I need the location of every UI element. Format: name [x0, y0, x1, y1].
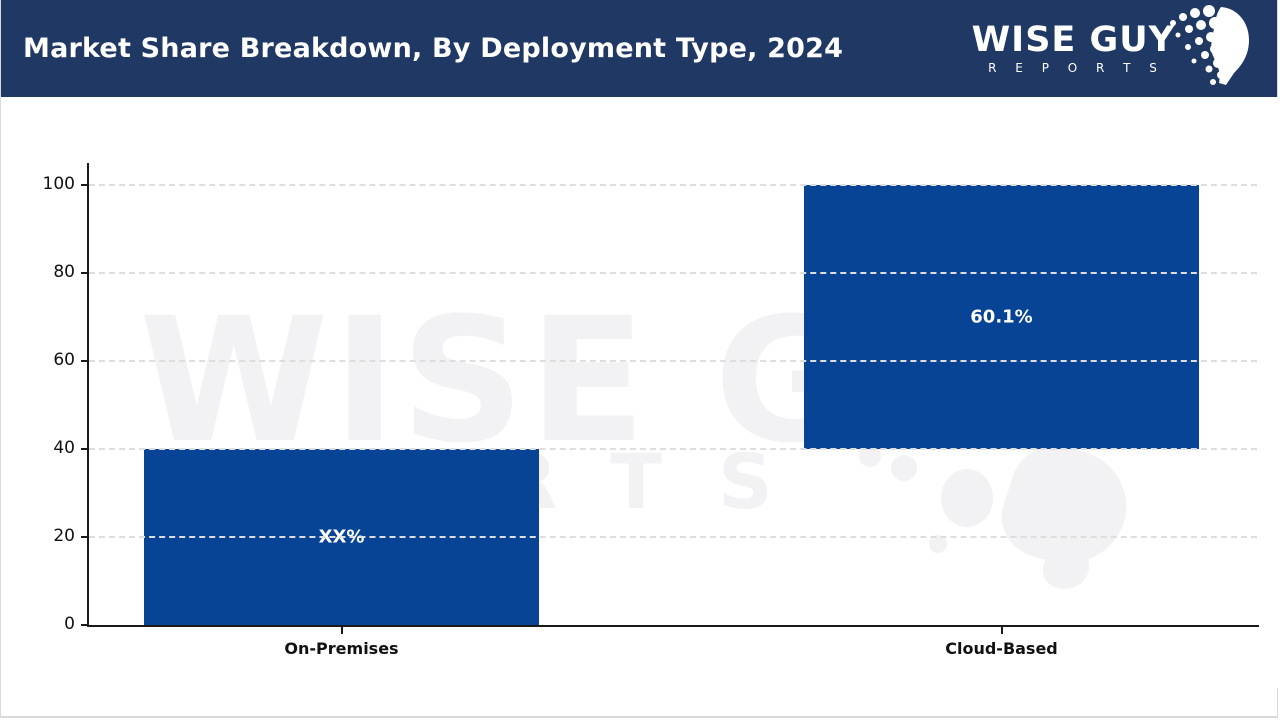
y-tick-label: 60	[53, 350, 75, 370]
header-bar: Market Share Breakdown, By Deployment Ty…	[1, 0, 1277, 97]
y-tick-mark	[81, 272, 88, 274]
x-category-label: On-Premises	[284, 639, 399, 658]
brand-name: WISE GUY	[971, 20, 1175, 60]
y-tick-label: 0	[64, 614, 75, 634]
watermark-dot	[929, 535, 947, 553]
watermark-dot	[891, 455, 917, 481]
watermark-dot	[941, 469, 993, 527]
y-tick-mark	[81, 624, 88, 626]
gridline-80	[89, 272, 1257, 274]
x-axis-line	[87, 625, 1259, 627]
y-tick-mark	[81, 360, 88, 362]
wise-guy-head-icon	[1163, 4, 1255, 93]
y-tick-label: 40	[53, 438, 75, 458]
gridline-100	[89, 184, 1257, 186]
gridline-60	[89, 360, 1257, 362]
watermark-subtext: RTS	[499, 437, 829, 526]
y-tick-mark	[81, 184, 88, 186]
chart-area: WISE GUY RTS XX% 60.1% 0 20 40 60 80 100 On-Pre…	[1, 97, 1280, 688]
gridline-20	[89, 536, 1257, 538]
y-axis-line	[87, 163, 89, 627]
watermark-dot	[859, 445, 881, 467]
brand-logo-text: WISE GUY R E P O R T S	[971, 20, 1175, 75]
x-tick-mark	[1000, 627, 1003, 634]
y-tick-label: 20	[53, 526, 75, 546]
chart-title: Market Share Breakdown, By Deployment Ty…	[23, 33, 844, 64]
gridline-40	[89, 448, 1257, 450]
bar-value-label: 60.1%	[970, 306, 1033, 328]
brand-subtitle: R E P O R T S	[988, 61, 1165, 75]
watermark-blob	[1043, 549, 1089, 589]
x-tick-mark	[340, 627, 343, 634]
y-tick-mark	[81, 448, 88, 450]
x-category-label: Cloud-Based	[945, 639, 1058, 658]
bar-cloud-based	[804, 185, 1199, 450]
y-tick-mark	[81, 536, 88, 538]
y-tick-label: 80	[53, 262, 75, 282]
y-tick-label: 100	[42, 174, 75, 194]
brand-logo: WISE GUY R E P O R T S	[971, 4, 1255, 93]
